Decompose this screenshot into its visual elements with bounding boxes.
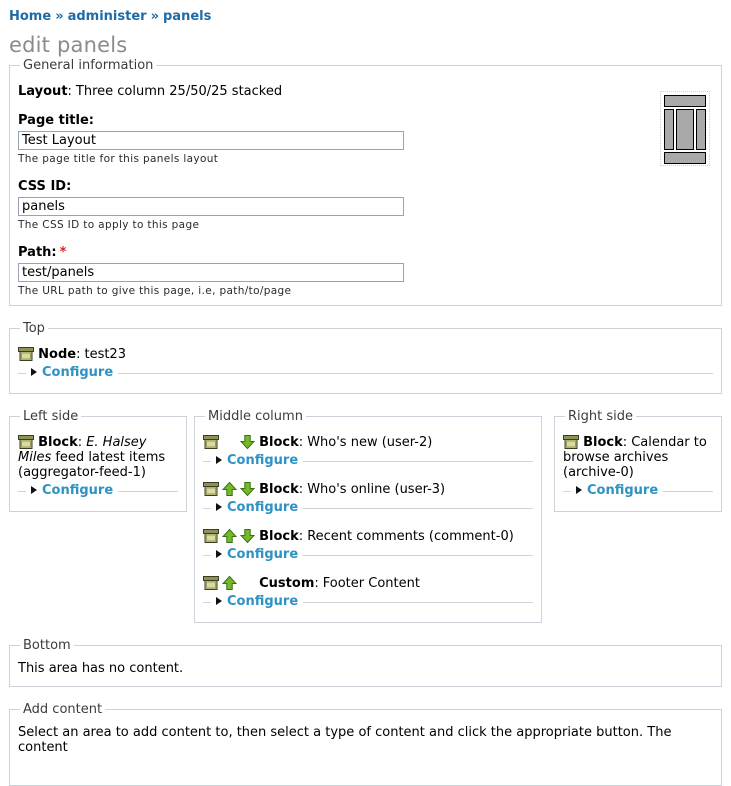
configure-link[interactable]: Configure — [227, 594, 299, 609]
collapsed-arrow-icon — [216, 597, 222, 605]
pane-item-title: Recent comments (comment-0) — [307, 529, 514, 544]
pane-item-type: Block — [259, 482, 299, 497]
general-information-fieldset: General information Layout: Three column … — [9, 58, 722, 306]
breadcrumb-link-panels[interactable]: panels — [162, 9, 212, 24]
move-down-icon[interactable] — [240, 434, 255, 450]
pane-item-whos-online: Block: Who's online (user-3) Configure — [203, 481, 533, 516]
delete-icon[interactable] — [203, 575, 219, 591]
add-content-fieldset: Add content Select an area to add conten… — [9, 702, 722, 786]
top-pane-fieldset: Top Node: test23 Configure — [9, 321, 722, 394]
pane-item-title: Who's online (user-3) — [307, 482, 446, 497]
breadcrumb: Home» administer» panels — [9, 0, 722, 24]
configure-link[interactable]: Configure — [42, 365, 114, 380]
pane-item-type: Custom — [259, 576, 315, 591]
collapsed-arrow-icon — [216, 456, 222, 464]
delete-icon[interactable] — [18, 434, 34, 450]
breadcrumb-separator: » — [55, 9, 64, 24]
delete-icon[interactable] — [563, 434, 579, 450]
configure-collapsed-fieldset: Configure — [563, 483, 713, 499]
pane-item-type: Block — [38, 435, 78, 450]
move-up-icon[interactable] — [222, 528, 237, 544]
configure-link[interactable]: Configure — [587, 483, 659, 498]
right-side-fieldset: Right side Block: Calendar to browse arch… — [554, 409, 722, 512]
layout-summary: Layout: Three column 25/50/25 stacked — [18, 84, 283, 99]
pane-item-title-feed-name: E. Halsey Miles — [18, 435, 147, 465]
layout-thumbnail-icon — [660, 91, 710, 166]
breadcrumb-separator: » — [150, 9, 159, 24]
bottom-pane-legend: Bottom — [23, 638, 71, 653]
layout-value: Three column 25/50/25 stacked — [75, 84, 283, 99]
path-input[interactable] — [18, 263, 404, 282]
css-id-description: The CSS ID to apply to this page — [18, 219, 200, 231]
right-side-legend: Right side — [568, 409, 633, 424]
configure-collapsed-fieldset: Configure — [18, 365, 713, 381]
pane-item-type: Block — [583, 435, 623, 450]
pane-item-whos-new: Block: Who's new (user-2) Configure — [203, 434, 533, 469]
configure-collapsed-fieldset: Configure — [18, 483, 178, 499]
pane-item-title: Footer Content — [322, 576, 420, 591]
page-title-input[interactable] — [18, 131, 404, 150]
delete-icon[interactable] — [18, 346, 34, 362]
configure-link[interactable]: Configure — [42, 483, 114, 498]
general-information-legend: General information — [23, 58, 154, 73]
left-side-legend: Left side — [23, 409, 79, 424]
pane-item-archive-block: Block: Calendar to browse archives (archi… — [563, 434, 713, 499]
pane-item-node: Node: test23 Configure — [18, 346, 713, 381]
css-id-input[interactable] — [18, 197, 404, 216]
page-title-description: The page title for this panels layout — [18, 153, 219, 165]
configure-collapsed-fieldset: Configure — [203, 500, 533, 516]
layout-label: Layout — [18, 84, 68, 99]
required-marker: * — [59, 245, 67, 260]
pane-item-recent-comments: Block: Recent comments (comment-0) Config… — [203, 528, 533, 563]
path-description: The URL path to give this page, i.e, pat… — [18, 285, 292, 297]
middle-column-legend: Middle column — [208, 409, 303, 424]
left-side-fieldset: Left side Block: E. Halsey Miles feed lat… — [9, 409, 187, 512]
collapsed-arrow-icon — [31, 368, 37, 376]
move-up-icon[interactable] — [222, 481, 237, 497]
add-content-legend: Add content — [23, 702, 103, 717]
delete-icon[interactable] — [203, 528, 219, 544]
pane-item-title: Who's new (user-2) — [307, 435, 433, 450]
collapsed-arrow-icon — [31, 486, 37, 494]
configure-link[interactable]: Configure — [227, 547, 299, 562]
css-id-form-item: CSS ID: The CSS ID to apply to this page — [18, 179, 713, 231]
move-down-icon[interactable] — [240, 528, 255, 544]
delete-icon[interactable] — [203, 434, 219, 450]
collapsed-arrow-icon — [216, 503, 222, 511]
move-up-icon[interactable] — [222, 575, 237, 591]
top-pane-legend: Top — [23, 321, 45, 336]
collapsed-arrow-icon — [576, 486, 582, 494]
configure-collapsed-fieldset: Configure — [203, 547, 533, 563]
page-title: edit panels — [9, 33, 128, 57]
breadcrumb-link-home[interactable]: Home — [9, 9, 52, 24]
bottom-pane-empty-text: This area has no content. — [18, 661, 184, 676]
pane-item-type: Block — [259, 529, 299, 544]
breadcrumb-link-administer[interactable]: administer — [67, 9, 147, 24]
bottom-pane-fieldset: Bottom This area has no content. — [9, 638, 722, 687]
pane-item-footer-content: Custom: Footer Content Configure — [203, 575, 533, 610]
page-title-label: Page title: — [18, 113, 94, 128]
delete-icon[interactable] — [203, 481, 219, 497]
middle-column-fieldset: Middle column Block: Who's new (user-2) C — [194, 409, 542, 623]
pane-item-aggregator-block: Block: E. Halsey Miles feed latest items … — [18, 434, 178, 499]
css-id-label: CSS ID: — [18, 179, 72, 194]
pane-item-title: Calendar to browse archives (archive-0) — [563, 435, 707, 480]
configure-link[interactable]: Configure — [227, 500, 299, 515]
configure-collapsed-fieldset: Configure — [203, 453, 533, 469]
add-content-instructions: Select an area to add content to, then s… — [18, 725, 672, 755]
configure-collapsed-fieldset: Configure — [203, 594, 533, 610]
configure-link[interactable]: Configure — [227, 453, 299, 468]
path-form-item: Path:* The URL path to give this page, i… — [18, 245, 713, 297]
pane-item-type: Node — [38, 347, 77, 362]
pane-row: Left side Block: E. Halsey Miles feed lat… — [9, 409, 722, 623]
page-title-form-item: Page title: The page title for this pane… — [18, 113, 713, 165]
collapsed-arrow-icon — [216, 550, 222, 558]
pane-item-title: test23 — [84, 347, 126, 362]
icon-spacer — [222, 442, 237, 443]
pane-item-type: Block — [259, 435, 299, 450]
move-down-icon[interactable] — [240, 481, 255, 497]
path-label: Path: * — [18, 245, 67, 260]
pane-item-title: feed latest items (aggregator-feed-1) — [18, 450, 166, 480]
